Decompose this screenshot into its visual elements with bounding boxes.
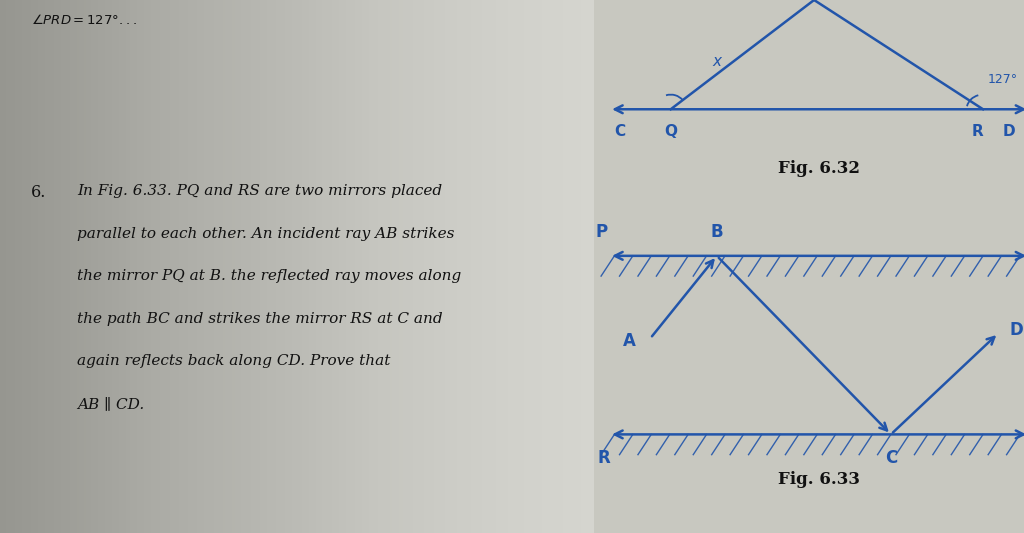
Text: C: C <box>614 124 625 139</box>
Text: 127°: 127° <box>988 74 1018 86</box>
Text: P: P <box>595 223 607 241</box>
Text: again reflects back along CD. Prove that: again reflects back along CD. Prove that <box>77 354 390 368</box>
Text: Fig. 6.32: Fig. 6.32 <box>778 160 860 177</box>
Text: the mirror PQ at B. the reflected ray moves along: the mirror PQ at B. the reflected ray mo… <box>77 269 461 283</box>
Text: $\angle PRD = 127°...$: $\angle PRD = 127°...$ <box>31 13 136 27</box>
Text: Q: Q <box>665 124 677 139</box>
Text: Fig. 6.33: Fig. 6.33 <box>778 471 860 488</box>
Text: A: A <box>624 332 636 350</box>
Text: D: D <box>1002 124 1015 139</box>
Text: 6.: 6. <box>31 184 46 201</box>
Text: C: C <box>885 449 897 467</box>
Text: D: D <box>1010 321 1024 340</box>
Text: the path BC and strikes the mirror RS at C and: the path BC and strikes the mirror RS at… <box>77 312 442 326</box>
Text: In Fig. 6.33. PQ and RS are two mirrors placed: In Fig. 6.33. PQ and RS are two mirrors … <box>77 184 442 198</box>
Text: R: R <box>598 449 610 467</box>
Text: parallel to each other. An incident ray AB strikes: parallel to each other. An incident ray … <box>77 227 455 240</box>
Text: x: x <box>713 54 721 69</box>
Text: B: B <box>711 223 723 241</box>
Text: R: R <box>972 124 984 139</box>
Text: AB ∥ CD.: AB ∥ CD. <box>77 397 144 411</box>
